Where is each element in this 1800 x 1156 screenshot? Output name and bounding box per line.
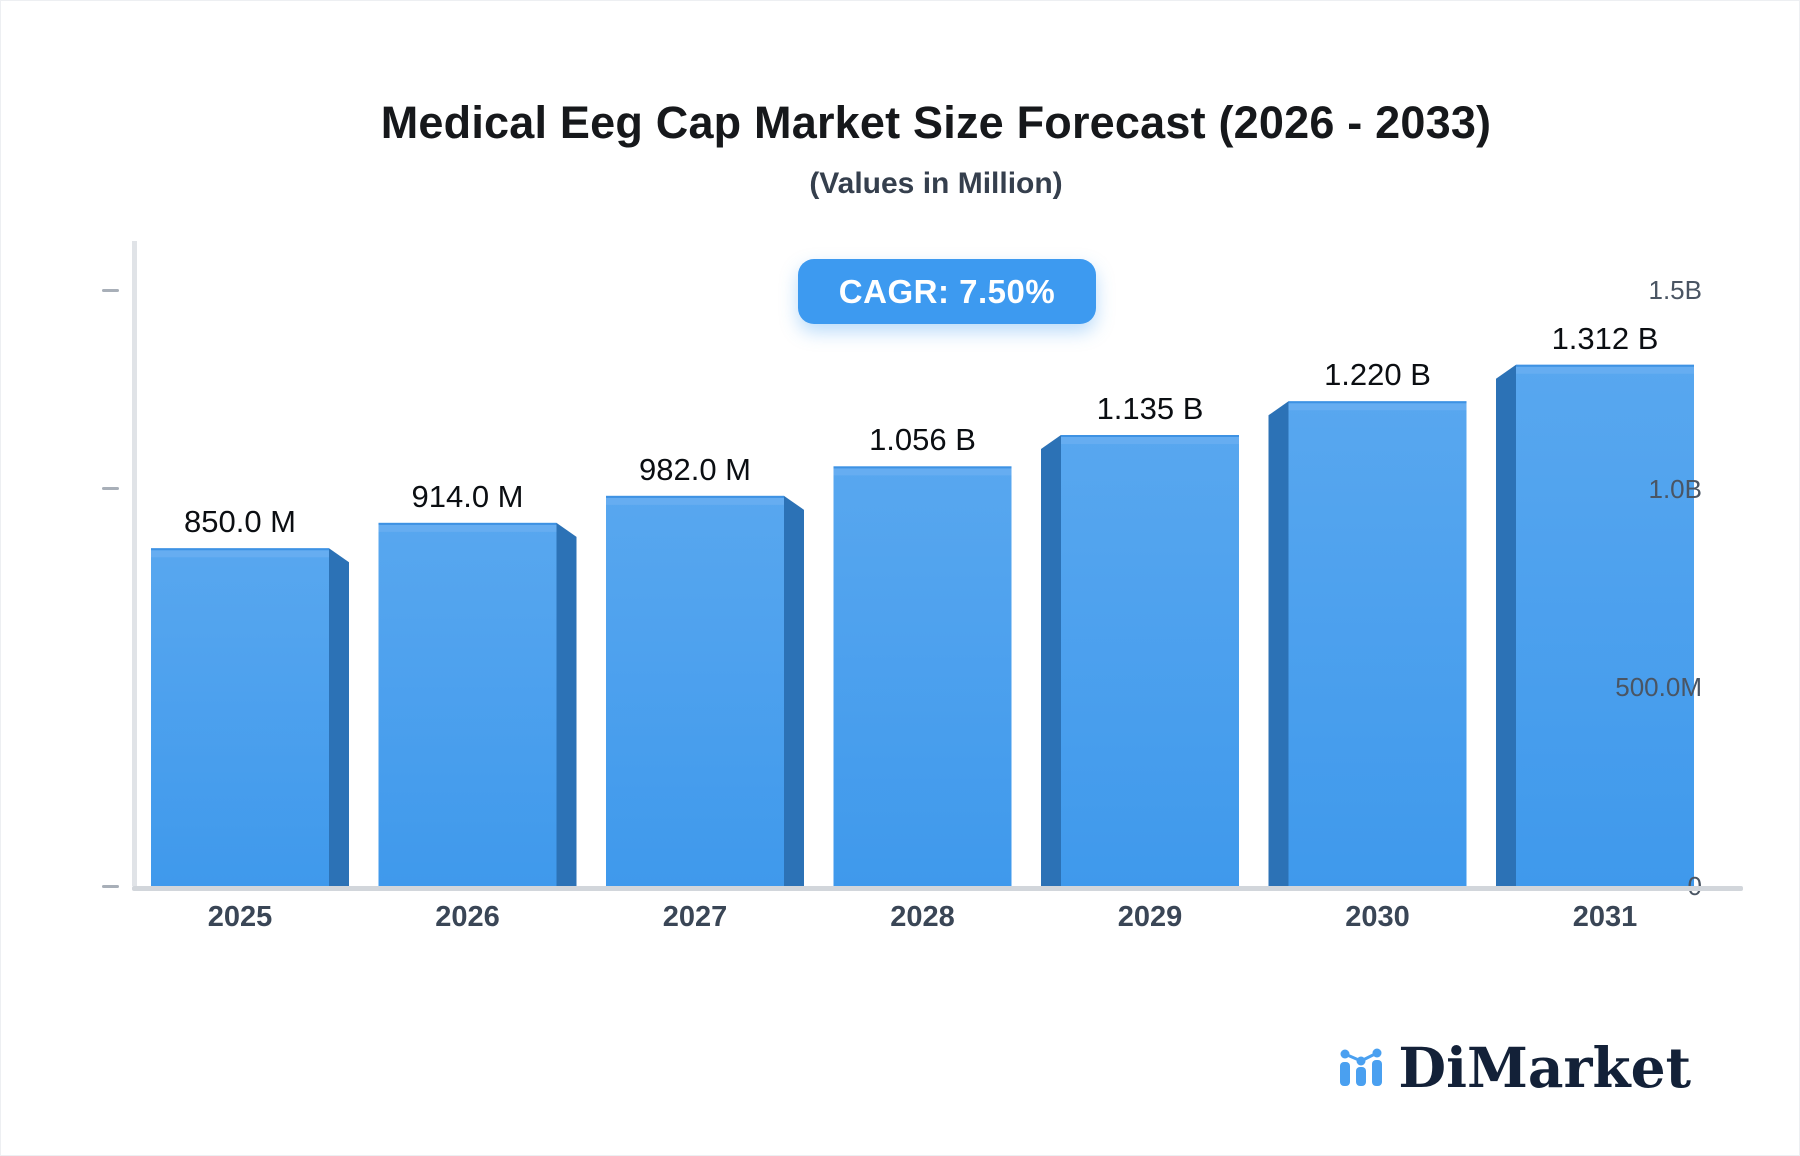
bar-value-label-2025: 850.0 M <box>183 504 297 540</box>
bar-value-label-2026: 914.0 M <box>411 478 524 514</box>
x-axis-label-2029: 2029 <box>1117 901 1183 933</box>
bar-front-face <box>378 522 557 886</box>
bar-top-bevel <box>151 550 329 558</box>
bar-value-label-2031: 1.312 B <box>1551 320 1659 356</box>
bar-top-bevel <box>1288 403 1467 411</box>
bar-side-face <box>784 495 804 886</box>
bar-side-face <box>1496 364 1516 886</box>
y-axis-tick-dash <box>102 487 119 491</box>
bar-2029[interactable] <box>1041 435 1239 886</box>
bar-front-face <box>151 548 329 886</box>
y-axis-tick-dash <box>102 884 119 888</box>
bar-top-edge <box>833 466 1012 469</box>
bar-2025[interactable] <box>151 548 349 886</box>
bar-2028[interactable] <box>833 466 1012 886</box>
bar-value-label-2029: 1.135 B <box>1096 391 1204 427</box>
bar-side-face <box>1041 435 1061 886</box>
bar-top-edge <box>378 522 557 525</box>
x-axis-label-2030: 2030 <box>1345 901 1410 933</box>
bar-top-bevel <box>1516 366 1694 374</box>
x-axis-label-2025: 2025 <box>207 901 273 933</box>
bar-value-label-2027: 982.0 M <box>638 451 752 487</box>
bar-top-bevel <box>378 524 557 532</box>
bar-front-face <box>606 495 784 886</box>
cagr-badge: CAGR: 7.50% <box>798 259 1096 324</box>
bar-side-face <box>1268 401 1289 886</box>
bar-top-edge <box>1288 401 1467 404</box>
x-axis-label-2028: 2028 <box>890 901 955 933</box>
y-axis-tick-dash <box>102 288 119 292</box>
bar-top-bevel <box>606 497 784 505</box>
bar-top-bevel <box>1061 437 1239 445</box>
brand-logo-text: DiMarket <box>1398 1035 1691 1100</box>
x-axis-label-2026: 2026 <box>435 901 500 933</box>
bar-front-face <box>1288 401 1467 886</box>
bar-top-edge <box>1061 435 1239 438</box>
bar-front-face <box>833 466 1012 886</box>
bar-2027[interactable] <box>606 495 804 886</box>
chart-title: Medical Eeg Cap Market Size Forecast (20… <box>380 97 1492 148</box>
x-axis-baseline <box>132 886 1743 891</box>
chart-subtitle: (Values in Million) <box>809 167 1063 200</box>
bar-2031[interactable] <box>1496 364 1694 886</box>
bar-2030[interactable] <box>1268 401 1467 886</box>
bar-2026[interactable] <box>378 522 577 886</box>
bar-front-face <box>1061 435 1239 886</box>
bar-top-bevel <box>833 468 1012 476</box>
y-axis-line <box>132 241 137 886</box>
bar-top-edge <box>1516 364 1694 367</box>
bar-top-edge <box>606 495 784 498</box>
bar-side-face <box>329 548 349 886</box>
x-axis-label-2031: 2031 <box>1572 901 1638 933</box>
y-axis-tick-label-1.0B: 1.0B <box>1648 473 1703 504</box>
bar-value-label-2030: 1.220 B <box>1324 357 1431 393</box>
y-axis-tick-label-500.0M: 500.0M <box>1615 672 1702 703</box>
bar-top-edge <box>151 548 329 551</box>
brand-logo: DiMarket <box>1338 1039 1691 1097</box>
bar-chart-logo-icon <box>1340 1048 1383 1086</box>
x-axis-label-2027: 2027 <box>662 901 728 933</box>
bar-value-label-2028: 1.056 B <box>869 422 976 458</box>
y-axis-tick-label-1.5B: 1.5B <box>1648 275 1703 305</box>
bar-front-face <box>1516 364 1694 886</box>
bar-side-face <box>556 522 577 886</box>
